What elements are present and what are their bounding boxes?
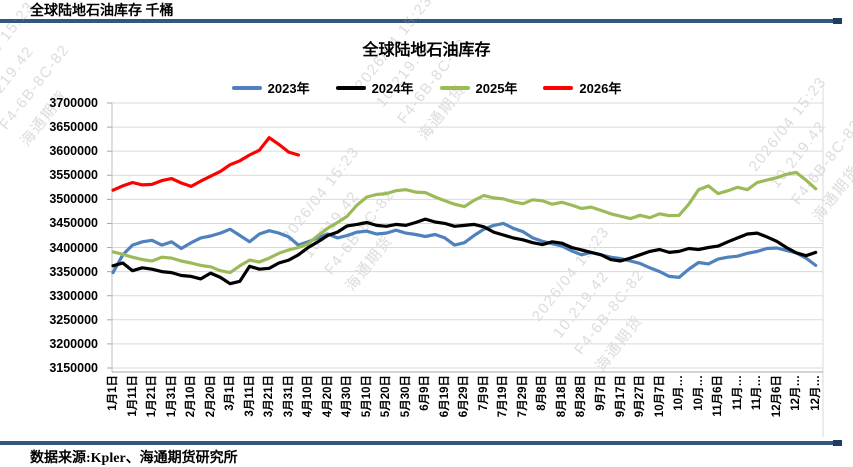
legend-label-2023: 2023年 xyxy=(267,81,310,96)
legend-label-2024: 2024年 xyxy=(371,81,414,96)
bottom-rule xyxy=(0,440,842,446)
legend-item-2026: 2026年 xyxy=(543,78,621,97)
x-axis-label: 6月9日 xyxy=(419,375,432,411)
x-axis-label: 9月17日 xyxy=(614,375,627,418)
x-axis-label: 1月21日 xyxy=(146,375,159,418)
x-axis-label: 2月20日 xyxy=(204,375,217,418)
x-axis-label: 3月1日 xyxy=(224,375,237,411)
legend-swatch-2024 xyxy=(335,85,366,90)
x-axis-label: 7月19日 xyxy=(497,375,510,418)
x-axis-label: 3月21日 xyxy=(263,375,276,418)
series-line-2023年 xyxy=(111,221,818,279)
y-axis-label: 3350000 xyxy=(49,264,98,279)
legend-label-2026: 2026年 xyxy=(579,81,622,96)
y-axis-label: 3400000 xyxy=(49,240,98,255)
rule-end-cap xyxy=(833,440,842,446)
y-axis-label: 3550000 xyxy=(49,168,98,183)
x-axis-label: 3月11日 xyxy=(243,375,256,417)
x-axis-label: 3月31日 xyxy=(282,375,295,418)
data-source: 数据来源:Kpler、海通期货研究所 xyxy=(30,451,238,466)
y-axis-label: 3450000 xyxy=(49,216,98,231)
x-axis-label: 8月28日 xyxy=(575,375,588,418)
x-axis-label: 2月10日 xyxy=(185,375,198,418)
x-axis-label: 1月11日 xyxy=(126,375,139,417)
x-axis-label: 4月20日 xyxy=(321,375,334,418)
x-axis-label: 10月… xyxy=(673,375,686,411)
x-axis-label: 9月7日 xyxy=(595,375,607,411)
x-axis-label: 10月7日 xyxy=(653,375,666,418)
y-axis-label: 3600000 xyxy=(49,144,98,159)
x-axis-label: 8月8日 xyxy=(536,375,549,411)
y-axis-label: 3150000 xyxy=(49,360,98,375)
x-axis-label: 7月9日 xyxy=(477,375,490,411)
series-line-2024年 xyxy=(111,217,818,286)
top-rule xyxy=(0,18,842,24)
x-axis-label: 9月27日 xyxy=(634,375,647,418)
legend-item-2025: 2025年 xyxy=(439,78,518,97)
x-axis-label: 10月… xyxy=(692,375,705,411)
legend-item-2023: 2023年 xyxy=(231,78,310,97)
legend-swatch-2026 xyxy=(543,85,574,90)
x-axis-label: 7月29日 xyxy=(516,375,529,418)
x-axis-label: 5月30日 xyxy=(399,375,412,418)
x-axis-label: 1月1日 xyxy=(107,375,119,411)
series-line-2026年 xyxy=(111,136,300,192)
chart-legend: 2023年 2024年 2025年 2026年 xyxy=(0,78,853,97)
y-axis-label: 3650000 xyxy=(49,120,98,135)
x-axis-label: 12月… xyxy=(809,375,822,411)
rule-end-cap xyxy=(833,18,842,24)
x-axis-label: 6月19日 xyxy=(438,375,451,418)
page-title: 全球陆地石油库存 千桶 xyxy=(30,4,174,19)
x-axis-label: 4月10日 xyxy=(302,375,315,418)
y-axis-label: 3200000 xyxy=(49,336,98,351)
x-axis-label: 5月10日 xyxy=(360,375,373,418)
x-axis-label: 12月6日 xyxy=(770,375,783,418)
y-axis-label: 3300000 xyxy=(49,288,98,303)
x-axis-label: 6月29日 xyxy=(458,375,471,418)
y-axis-label: 3700000 xyxy=(49,96,98,110)
legend-item-2024: 2024年 xyxy=(335,78,414,97)
x-axis-label: 4月30日 xyxy=(341,375,354,418)
chart-title: 全球陆地石油库存 xyxy=(362,42,491,59)
x-axis-label: 11月6日 xyxy=(712,375,725,417)
x-axis-label: 8月18日 xyxy=(555,375,568,418)
legend-swatch-2023 xyxy=(231,85,262,90)
x-axis-label: 12月… xyxy=(790,375,803,411)
x-axis-label: 1月31日 xyxy=(165,375,178,418)
series-line-2025年 xyxy=(111,170,818,275)
y-axis-label: 3250000 xyxy=(49,312,98,327)
x-axis-label: 11月… xyxy=(751,375,764,411)
legend-label-2025: 2025年 xyxy=(475,81,518,96)
x-axis-label: 5月20日 xyxy=(380,375,393,418)
x-axis-label: 11月… xyxy=(731,375,744,411)
y-axis-label: 3500000 xyxy=(49,192,98,207)
legend-swatch-2025 xyxy=(439,85,470,90)
